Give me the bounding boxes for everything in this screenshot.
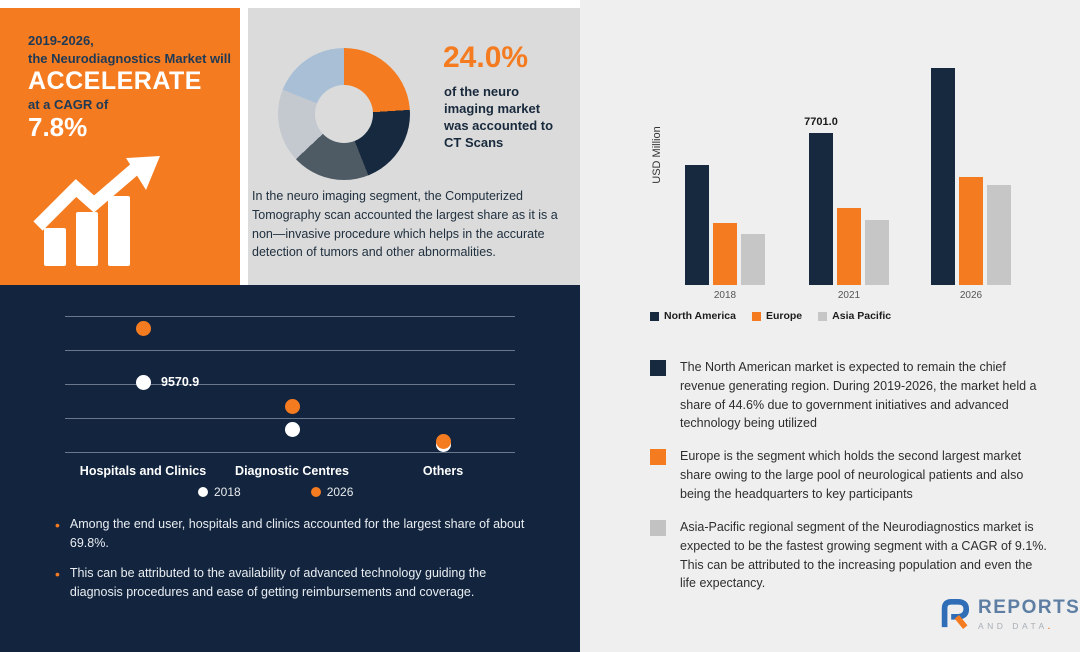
end-user-bullet: This can be attributed to the availabili… xyxy=(55,564,535,603)
bar-asia-pacific xyxy=(741,234,765,285)
regional-bullet-text: The North American market is expected to… xyxy=(680,360,1037,431)
dotplot-legend: 2018 2026 xyxy=(198,485,353,499)
dotplot-point-2026 xyxy=(284,399,300,415)
dotplot-point-2026 xyxy=(435,434,451,450)
reports-and-data-logo-icon xyxy=(941,598,970,629)
gridline xyxy=(65,418,515,419)
bar-north-america xyxy=(685,165,709,285)
end-user-bullet-list: Among the end user, hospitals and clinic… xyxy=(55,515,535,613)
bullet-square-orange xyxy=(650,449,666,465)
bar-north-america xyxy=(809,133,833,285)
x-tick-2018: 2018 xyxy=(713,290,737,301)
legend-item-europe: Europe xyxy=(751,310,803,322)
gridline xyxy=(65,384,515,385)
dotplot-value-label: 9570.9 xyxy=(161,375,200,389)
gridline xyxy=(65,316,515,317)
regional-section: USD Million 7701.0 2018 2021 2026 North … xyxy=(580,0,1080,652)
intro-line-cagr-caption: at a CAGR of xyxy=(28,96,109,112)
intro-cagr-value: 7.8% xyxy=(28,112,88,143)
bar-europe xyxy=(713,223,737,285)
legend-dot-2026 xyxy=(310,487,321,497)
gridline xyxy=(65,350,515,351)
x-tick-2021: 2021 xyxy=(837,290,861,301)
bar-chart-legend: North America Europe Asia Pacific xyxy=(650,310,891,322)
dotplot-point-2018 xyxy=(284,421,300,437)
dotplot-category-others: Others xyxy=(422,464,464,478)
regional-bullet-asia-pacific: Asia-Pacific regional segment of the Neu… xyxy=(650,518,1050,593)
bar-north-america xyxy=(931,68,955,285)
legend-label-north-america: North America xyxy=(664,310,736,322)
legend-item-asia-pacific: Asia Pacific xyxy=(818,310,891,322)
ct-scan-section: 24.0% of the neuro imaging market was ac… xyxy=(248,8,580,285)
reports-and-data-logo: REPORTS AND DATA. xyxy=(938,598,1080,631)
ct-scan-stat: 24.0% xyxy=(443,41,529,74)
bar-asia-pacific xyxy=(987,185,1011,285)
bar-europe xyxy=(959,177,983,285)
legend-label-2026: 2026 xyxy=(326,485,354,499)
logo-text: REPORTS AND DATA. xyxy=(978,598,1080,631)
logo-subtitle: AND DATA. xyxy=(978,621,1080,631)
ct-scan-description: In the neuro imaging segment, the Comput… xyxy=(252,189,558,260)
bar-europe xyxy=(837,208,861,285)
logo-orange-dot: . xyxy=(1047,621,1054,631)
intro-line-market: the Neurodiagnostics Market will xyxy=(28,50,231,66)
regional-bullet-text: Asia-Pacific regional segment of the Neu… xyxy=(680,520,1047,591)
bar-chart-data-label: 7701.0 xyxy=(804,116,838,128)
dotplot-point-2026 xyxy=(135,320,151,336)
regional-bullet-north-america: The North American market is expected to… xyxy=(650,358,1050,433)
bar-chart-plot xyxy=(580,58,1080,285)
regional-bullet-text: Europe is the segment which holds the se… xyxy=(680,449,1024,501)
bar-asia-pacific xyxy=(865,220,889,285)
logo-subtitle-text: AND DATA xyxy=(978,621,1048,631)
dotplot-point-2018 xyxy=(135,375,151,391)
legend-swatch-north-america xyxy=(650,311,659,321)
intro-accelerate: ACCELERATE xyxy=(28,67,202,96)
x-tick-2026: 2026 xyxy=(959,290,983,301)
bullet-square-navy xyxy=(650,360,666,376)
regional-bullet-europe: Europe is the segment which holds the se… xyxy=(650,447,1050,503)
ct-scan-stat-caption: of the neuro imaging market was accounte… xyxy=(444,84,554,150)
bullet-square-gray xyxy=(650,520,666,536)
end-user-bullet: Among the end user, hospitals and clinic… xyxy=(55,515,535,554)
legend-label-2018: 2018 xyxy=(214,485,241,499)
logo-name: REPORTS xyxy=(978,597,1080,618)
legend-swatch-europe xyxy=(751,311,761,321)
legend-swatch-asia-pacific xyxy=(818,311,828,321)
legend-item-2018: 2018 xyxy=(198,485,241,499)
bar-group xyxy=(685,165,765,285)
legend-dot-2018 xyxy=(198,487,208,497)
bar-group xyxy=(931,68,1011,285)
dotplot-category-diagnostic: Diagnostic Centres xyxy=(235,464,349,478)
intro-section: 2019-2026, the Neurodiagnostics Market w… xyxy=(0,8,240,285)
dotplot-category-hospitals: Hospitals and Clinics xyxy=(79,464,207,478)
intro-line-years: 2019-2026, xyxy=(28,33,94,48)
growth-arrow-icon xyxy=(33,156,160,266)
legend-label-europe: Europe xyxy=(765,310,803,322)
legend-item-north-america: North America xyxy=(650,310,736,322)
end-user-section: 9570.9 Hospitals and Clinics Diagnostic … xyxy=(0,285,580,652)
bar-group xyxy=(809,133,889,285)
legend-item-2026: 2026 xyxy=(310,485,354,499)
donut-chart-hole xyxy=(315,85,373,143)
gridline xyxy=(65,452,515,453)
legend-label-asia-pacific: Asia Pacific xyxy=(832,310,892,322)
